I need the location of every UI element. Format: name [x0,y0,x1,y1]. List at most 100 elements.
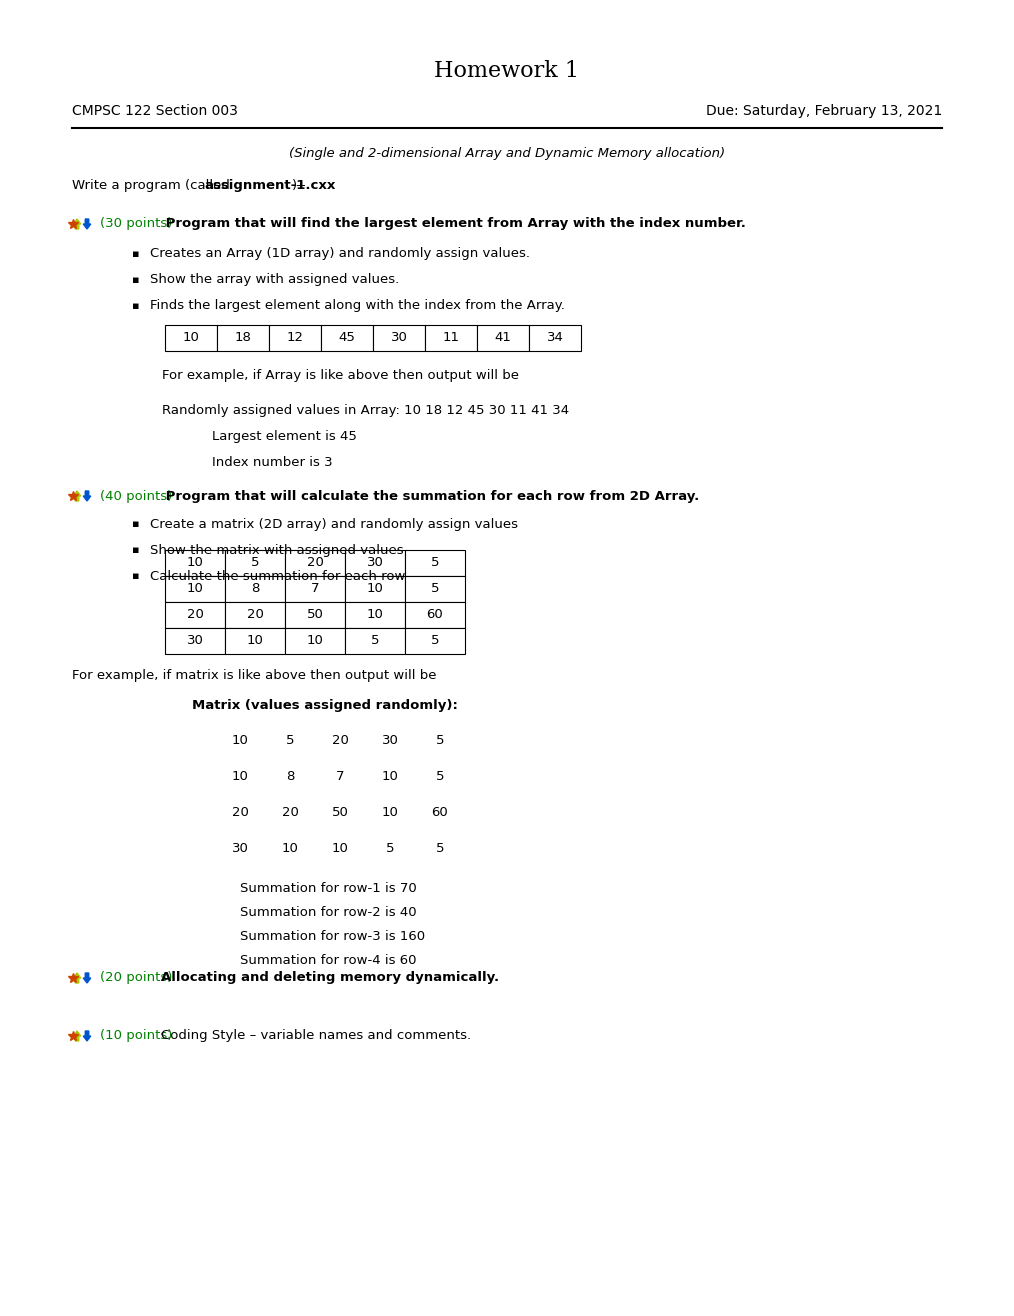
Bar [285,628,345,654]
Bar [529,325,581,351]
Text: 10: 10 [231,770,248,783]
Text: 18: 18 [234,332,251,345]
Text: Create a matrix (2D array) and randomly assign values: Create a matrix (2D array) and randomly … [150,517,518,530]
Bar [285,550,345,576]
Bar [345,550,405,576]
Text: 50: 50 [306,608,323,621]
Text: 20: 20 [306,557,323,570]
Text: 5: 5 [436,734,444,747]
Text: 45: 45 [339,332,356,345]
Text: (20 points): (20 points) [100,971,172,984]
Text: (30 points): (30 points) [100,217,172,230]
Text: 30: 30 [231,842,248,855]
Bar [345,628,405,654]
Bar [345,576,405,601]
Text: 60: 60 [427,608,443,621]
Text: 8: 8 [250,583,260,596]
Text: 30: 30 [381,734,399,747]
Text: Largest element is 45: Largest element is 45 [212,430,357,443]
Text: ▪: ▪ [132,275,140,286]
Bar [225,601,285,628]
Text: assignment-1.cxx: assignment-1.cxx [204,179,336,192]
Text: 30: 30 [367,557,383,570]
FancyArrow shape [83,218,90,229]
Bar [345,601,405,628]
Text: Summation for row-3 is 160: Summation for row-3 is 160 [240,929,425,942]
Text: (40 points): (40 points) [100,490,172,503]
Bar [165,601,225,628]
Text: For example, if matrix is like above then output will be: For example, if matrix is like above the… [72,670,436,683]
Text: CMPSC 122 Section 003: CMPSC 122 Section 003 [72,104,238,118]
Text: ▪: ▪ [132,571,140,580]
Bar [165,628,225,654]
Text: 10: 10 [231,734,248,747]
Text: )--: )-- [292,179,307,192]
Text: 20: 20 [187,608,204,621]
Bar [225,576,285,601]
Text: 10: 10 [367,608,383,621]
Bar [321,325,373,351]
Text: 8: 8 [286,770,294,783]
Text: 11: 11 [442,332,459,345]
Bar [405,601,465,628]
FancyArrow shape [73,1030,81,1041]
Text: 10: 10 [183,332,200,345]
Text: 10: 10 [246,634,264,647]
Bar [285,576,345,601]
Text: Show the matrix with assigned values: Show the matrix with assigned values [150,544,404,557]
Text: 10: 10 [187,583,204,596]
FancyArrow shape [83,1030,90,1041]
Bar [165,576,225,601]
Bar [165,325,217,351]
Bar [217,325,269,351]
Text: Program that will find the largest element from Array with the index number.: Program that will find the largest eleme… [160,217,745,230]
Bar [405,628,465,654]
Text: 5: 5 [431,634,439,647]
Text: 10: 10 [332,842,349,855]
Bar [477,325,529,351]
Bar [405,550,465,576]
Bar [165,550,225,576]
Text: 20: 20 [332,734,349,747]
Text: ▪: ▪ [132,301,140,311]
Text: 50: 50 [332,807,349,820]
Text: 30: 30 [187,634,204,647]
Text: Write a program (called: Write a program (called [72,179,234,192]
Text: 20: 20 [246,608,264,621]
Text: 10: 10 [187,557,204,570]
Text: Coding Style – variable names and comments.: Coding Style – variable names and commen… [160,1029,470,1042]
Text: 5: 5 [250,557,260,570]
Text: ▪: ▪ [132,249,140,259]
Text: 20: 20 [282,807,298,820]
FancyArrow shape [83,973,90,983]
FancyArrow shape [83,491,90,501]
FancyArrow shape [73,491,81,501]
Bar [285,601,345,628]
Text: Allocating and deleting memory dynamically.: Allocating and deleting memory dynamical… [160,971,499,984]
Text: Summation for row-2 is 40: Summation for row-2 is 40 [240,905,417,919]
Text: 60: 60 [432,807,448,820]
Text: 10: 10 [381,807,399,820]
Text: Matrix (values assigned randomly):: Matrix (values assigned randomly): [192,700,458,712]
FancyArrow shape [73,218,81,229]
Text: Summation for row-1 is 70: Summation for row-1 is 70 [240,882,417,895]
Text: Calculate the summation for each row: Calculate the summation for each row [150,570,406,583]
Text: 5: 5 [431,583,439,596]
Text: 10: 10 [282,842,298,855]
Text: 5: 5 [385,842,394,855]
Text: 5: 5 [431,557,439,570]
FancyArrow shape [73,973,81,983]
Text: 5: 5 [371,634,379,647]
Bar [405,576,465,601]
Text: Finds the largest element along with the index from the Array.: Finds the largest element along with the… [150,300,565,312]
Text: 41: 41 [495,332,511,345]
Bar [269,325,321,351]
Text: 5: 5 [286,734,294,747]
Text: Creates an Array (1D array) and randomly assign values.: Creates an Array (1D array) and randomly… [150,247,530,261]
Text: For example, if Array is like above then output will be: For example, if Array is like above then… [162,370,519,383]
Text: (10 points): (10 points) [100,1029,172,1042]
Text: 10: 10 [381,770,399,783]
Text: (Single and 2-dimensional Array and Dynamic Memory allocation): (Single and 2-dimensional Array and Dyna… [289,146,725,159]
Text: 10: 10 [306,634,323,647]
Text: 10: 10 [367,583,383,596]
